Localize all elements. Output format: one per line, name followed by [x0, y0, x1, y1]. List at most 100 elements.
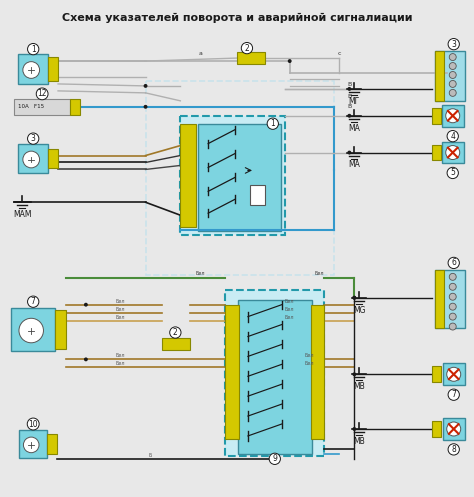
Circle shape: [447, 422, 461, 436]
Bar: [18, 144, 48, 173]
Bar: [432, 145, 441, 161]
Circle shape: [348, 151, 351, 154]
Bar: [11, 308, 55, 351]
Bar: [47, 434, 57, 454]
Bar: [48, 57, 58, 81]
Text: Бел: Бел: [116, 315, 126, 320]
Bar: [435, 51, 465, 101]
Bar: [442, 142, 464, 164]
Bar: [163, 338, 190, 350]
Text: МВ: МВ: [354, 382, 365, 391]
Bar: [237, 52, 265, 64]
Text: 7: 7: [31, 297, 36, 306]
Circle shape: [449, 54, 456, 61]
Text: Схема указателей поворота и аварийной сигналиации: Схема указателей поворота и аварийной си…: [62, 13, 412, 23]
Text: Бел: Бел: [285, 315, 294, 320]
Bar: [432, 108, 441, 124]
Bar: [432, 421, 441, 437]
Bar: [180, 124, 196, 227]
Text: Бел: Бел: [195, 271, 205, 276]
Text: 9: 9: [273, 454, 277, 463]
Text: Бел: Бел: [285, 299, 294, 304]
Text: МГ: МГ: [349, 97, 360, 106]
Text: 10: 10: [28, 419, 38, 428]
Text: 3: 3: [31, 134, 36, 143]
Text: 1: 1: [270, 119, 275, 128]
Text: B: B: [347, 104, 351, 109]
Text: МА: МА: [348, 161, 360, 169]
Text: МАМ: МАМ: [13, 210, 31, 219]
Bar: [310, 305, 325, 439]
Bar: [14, 99, 70, 115]
Text: 2: 2: [173, 328, 178, 337]
Text: B: B: [347, 94, 351, 99]
Bar: [225, 290, 325, 456]
Circle shape: [348, 87, 351, 90]
Circle shape: [446, 109, 460, 123]
Bar: [432, 366, 441, 382]
Circle shape: [85, 358, 87, 361]
Text: Бел: Бел: [116, 299, 126, 304]
Text: B: B: [347, 82, 351, 87]
Bar: [198, 124, 281, 231]
Text: Б: Б: [149, 453, 152, 458]
Text: Бел: Бел: [116, 353, 126, 358]
Bar: [146, 81, 335, 275]
Text: Бел: Бел: [285, 307, 294, 312]
Text: Бел: Бел: [116, 307, 126, 312]
Bar: [18, 54, 48, 84]
Text: 1: 1: [31, 45, 36, 54]
Circle shape: [449, 303, 456, 310]
Text: МG: МG: [353, 306, 365, 315]
Circle shape: [449, 72, 456, 79]
Circle shape: [449, 63, 456, 70]
Text: 7: 7: [451, 390, 456, 399]
Text: 6: 6: [451, 258, 456, 267]
Bar: [435, 270, 465, 328]
Circle shape: [446, 146, 460, 160]
Text: МВ: МВ: [354, 437, 365, 446]
Circle shape: [19, 318, 44, 343]
Bar: [443, 418, 465, 440]
Bar: [250, 185, 265, 205]
Bar: [435, 51, 444, 101]
Circle shape: [289, 60, 291, 62]
Text: Бел: Бел: [315, 271, 324, 276]
Text: Бел: Бел: [305, 361, 314, 366]
Bar: [442, 105, 464, 127]
Circle shape: [447, 367, 461, 381]
Circle shape: [348, 114, 351, 117]
Circle shape: [449, 273, 456, 280]
Bar: [443, 363, 465, 385]
Circle shape: [353, 428, 356, 430]
Text: 2: 2: [245, 44, 249, 53]
Circle shape: [144, 84, 147, 87]
Text: 5: 5: [450, 168, 455, 177]
Text: 12: 12: [37, 89, 47, 98]
Bar: [225, 305, 239, 439]
Bar: [19, 430, 47, 458]
Circle shape: [449, 283, 456, 290]
Circle shape: [23, 437, 39, 453]
Circle shape: [449, 89, 456, 96]
Bar: [435, 270, 444, 328]
Circle shape: [353, 373, 356, 376]
Circle shape: [353, 297, 356, 299]
Circle shape: [85, 304, 87, 306]
Text: 10А   F15: 10А F15: [18, 104, 45, 109]
Bar: [48, 149, 58, 168]
Bar: [70, 99, 80, 115]
Circle shape: [449, 293, 456, 300]
Text: 8: 8: [451, 445, 456, 454]
Circle shape: [23, 151, 39, 168]
Text: Бел: Бел: [305, 353, 314, 358]
Circle shape: [144, 105, 147, 108]
Text: 4: 4: [450, 132, 455, 141]
Text: a: a: [198, 51, 202, 56]
Text: МА: МА: [348, 124, 360, 133]
Bar: [180, 116, 285, 235]
Text: 3: 3: [451, 40, 456, 49]
Circle shape: [449, 323, 456, 330]
Bar: [55, 310, 66, 349]
Text: Бел: Бел: [116, 361, 126, 366]
